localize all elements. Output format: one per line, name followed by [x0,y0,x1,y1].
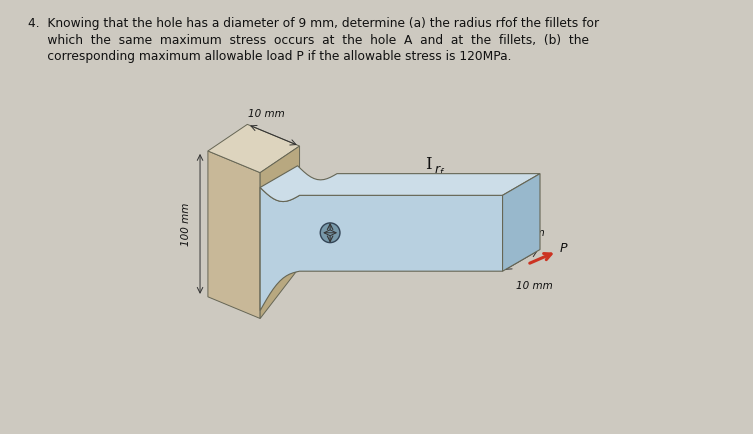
Text: 60 mm: 60 mm [508,228,545,238]
Text: $r_f$: $r_f$ [434,164,445,178]
Text: 4.  Knowing that the hole has a diameter of 9 mm, determine (a) the radius rfof : 4. Knowing that the hole has a diameter … [28,17,599,30]
Text: A: A [300,227,309,237]
Text: which  the  same  maximum  stress  occurs  at  the  hole  A  and  at  the  fille: which the same maximum stress occurs at … [28,34,589,47]
Text: 10 mm: 10 mm [517,281,553,291]
Polygon shape [260,166,540,201]
Text: 10 mm: 10 mm [248,109,285,119]
Polygon shape [502,174,540,271]
Text: 9 mm: 9 mm [333,214,363,224]
Text: P: P [559,242,567,255]
Polygon shape [260,146,300,319]
Polygon shape [208,125,300,173]
Polygon shape [260,187,502,311]
Text: corresponding maximum allowable load P if the allowable stress is 120MPa.: corresponding maximum allowable load P i… [28,50,511,63]
Text: 100 mm: 100 mm [181,202,191,246]
Text: I: I [425,156,432,173]
Ellipse shape [320,223,340,243]
Polygon shape [208,151,260,319]
